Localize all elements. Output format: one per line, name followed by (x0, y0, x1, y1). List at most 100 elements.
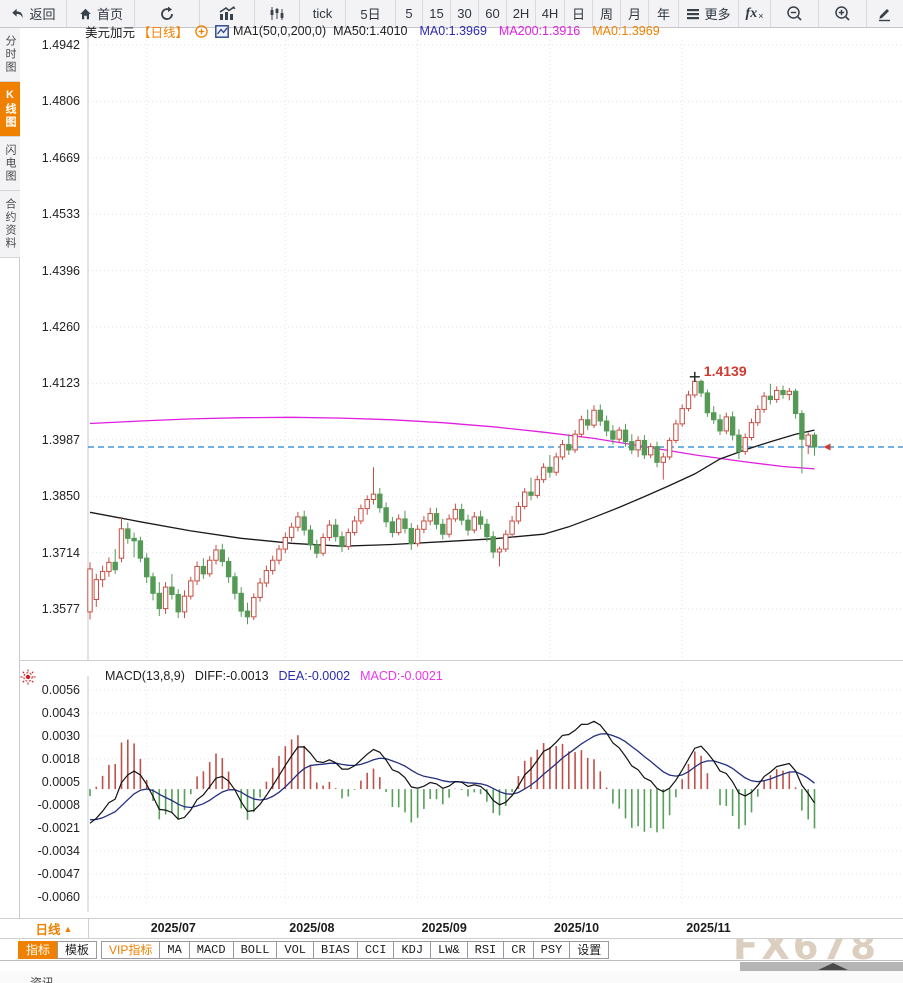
indicator-tab-boll[interactable]: BOLL (232, 941, 278, 959)
interval-5m-label: 5 (405, 6, 413, 21)
tab-vip-2[interactable]: VIP指标 (101, 941, 161, 959)
indicator-tab-ma[interactable]: MA (159, 941, 190, 959)
indicator-sun-icon[interactable] (20, 669, 36, 685)
indicator-tab-vol[interactable]: VOL (276, 941, 315, 959)
price-panel-header: 美元加元 【日线】 MA1(50,0,200,0) MA50:1.4010 MA0… (85, 23, 660, 40)
line-chart-button[interactable] (200, 0, 255, 27)
zoom-out-icon (787, 6, 802, 21)
month-label: 2025/07 (150, 921, 196, 935)
interval-30m-button[interactable]: 30 (451, 0, 479, 27)
add-circle-icon[interactable] (195, 24, 208, 38)
sidebar-item-0[interactable]: 分时图 (0, 28, 20, 82)
ma-value-3: MA0:1.3969 (592, 24, 660, 38)
price-y-label: 1.3850 (41, 489, 80, 504)
interval-5d-label: 5日 (360, 7, 381, 22)
ma-values: MA50:1.4010 MA0:1.3969 MA200:1.3916 MA0:1.3… (333, 24, 660, 38)
interval-tick-button[interactable]: tick (300, 0, 346, 27)
interval-4h-button[interactable]: 4H (536, 0, 565, 27)
macd-y-label: 0.0043 (41, 706, 80, 720)
interval-4h-label: 4H (541, 6, 559, 21)
mini-chart-icon[interactable] (215, 24, 229, 38)
macd-y-label: 0.0056 (41, 683, 80, 697)
indicator-tab-lw[interactable]: LW& (430, 941, 468, 959)
interval-5m-button[interactable]: 5 (396, 0, 423, 27)
more-button[interactable]: 更多 (679, 0, 739, 27)
more-label: 更多 (704, 7, 731, 22)
price-y-label: 1.3987 (41, 432, 80, 447)
indicator-tab-cr[interactable]: CR (503, 941, 534, 959)
interval-2h-label: 2H (512, 6, 530, 21)
tab-plain-1[interactable]: 模板 (57, 941, 98, 959)
menu-icon (687, 8, 700, 19)
refresh-button[interactable] (135, 0, 200, 27)
home-icon (80, 8, 91, 19)
price-y-label: 1.4533 (41, 207, 80, 222)
sidebar-item-2[interactable]: 闪电图 (0, 137, 20, 191)
interval-5d-button[interactable]: 5日 (346, 0, 396, 27)
settings-tab[interactable]: 设置 (569, 941, 610, 959)
svg-text:1.4139: 1.4139 (704, 363, 747, 379)
month-label: 2025/10 (553, 921, 600, 935)
left-sidebar: 分时图 K线图 闪电图 合约资料 (0, 28, 20, 940)
indicator-tab-cci[interactable]: CCI (356, 941, 395, 959)
news-tab[interactable]: 资讯 (30, 976, 55, 983)
timeframe-tag: 【日线】 (138, 25, 189, 40)
interval-yearly-button[interactable]: 年 (649, 0, 679, 27)
tab-active-0[interactable]: 指标 (18, 941, 59, 959)
interval-15m-button[interactable]: 15 (423, 0, 451, 27)
price-y-axis: 1.4942 1.4806 1.4669 1.4533 1.4396 1.4260 1.41… (20, 28, 86, 660)
interval-tick-label: tick (312, 6, 333, 21)
chevron-up-icon: ▲ (63, 923, 73, 934)
indicator-tab-rsi[interactable]: RSI (466, 941, 505, 959)
timeframe-selector[interactable]: 日线 ▲ (20, 919, 89, 938)
price-y-label: 1.4669 (41, 150, 80, 165)
ma-settings-label: MA1(50,0,200,0) (233, 24, 327, 38)
interval-weekly-label: 周 (599, 7, 613, 22)
pencil-icon (878, 8, 890, 21)
zoom-out-button[interactable] (771, 0, 819, 27)
back-button[interactable]: 返回 (0, 0, 67, 27)
symbol-title: 美元加元 (85, 25, 136, 40)
interval-60m-button[interactable]: 60 (479, 0, 507, 27)
candlestick-icon (270, 7, 283, 20)
sidebar-item-1[interactable]: K线图 (0, 82, 20, 137)
interval-60m-label: 60 (485, 6, 500, 21)
interval-monthly-button[interactable]: 月 (621, 0, 649, 27)
panel-separator (20, 660, 903, 661)
macd-y-label: 0.0018 (41, 752, 80, 766)
indicator-tab-kdj[interactable]: KDJ (393, 941, 432, 959)
indicator-fx-button[interactable]: fx × (739, 0, 771, 27)
interval-30m-label: 30 (457, 6, 472, 21)
macd-y-label: -0.0047 (37, 867, 80, 881)
interval-weekly-button[interactable]: 周 (593, 0, 621, 27)
zoom-in-button[interactable] (819, 0, 867, 27)
interval-daily-button[interactable]: 日 (565, 0, 593, 27)
macd-y-axis: 0.0056 0.0043 0.0030 0.0018 0.0005 -0.0008 -0.… (20, 666, 86, 912)
interval-2h-button[interactable]: 2H (507, 0, 536, 27)
price-y-label: 1.4260 (41, 320, 80, 334)
candle-chart-button[interactable] (255, 0, 300, 27)
interval-monthly-label: 月 (627, 7, 641, 22)
zoom-in-icon (835, 6, 850, 21)
indicator-tab-bias[interactable]: BIAS (313, 941, 358, 959)
month-label: 2025/08 (289, 921, 335, 935)
sidebar-item-3[interactable]: 合约资料 (0, 191, 20, 258)
price-y-label: 1.4806 (41, 94, 80, 109)
price-y-label: 1.3577 (41, 602, 80, 616)
home-button[interactable]: 首页 (67, 0, 135, 27)
panel-expand-handle-icon[interactable] (818, 963, 848, 970)
horizontal-scrollbar[interactable] (0, 960, 903, 971)
price-chart[interactable]: 1.4139 (20, 28, 903, 660)
macd-y-label: -0.0034 (37, 844, 80, 858)
draw-button[interactable] (867, 0, 900, 27)
ma-value-1: MA0:1.3969 (419, 24, 487, 38)
macd-chart[interactable] (20, 666, 903, 912)
macd-y-label: -0.0021 (37, 821, 80, 835)
indicator-tab-psy[interactable]: PSY (532, 941, 571, 959)
macd-y-label: -0.0008 (37, 798, 80, 812)
interval-daily-label: 日 (571, 7, 585, 22)
indicator-tab-macd[interactable]: MACD (188, 941, 234, 959)
macd-y-label: -0.0060 (37, 890, 80, 904)
price-y-label: 1.4396 (41, 263, 80, 278)
